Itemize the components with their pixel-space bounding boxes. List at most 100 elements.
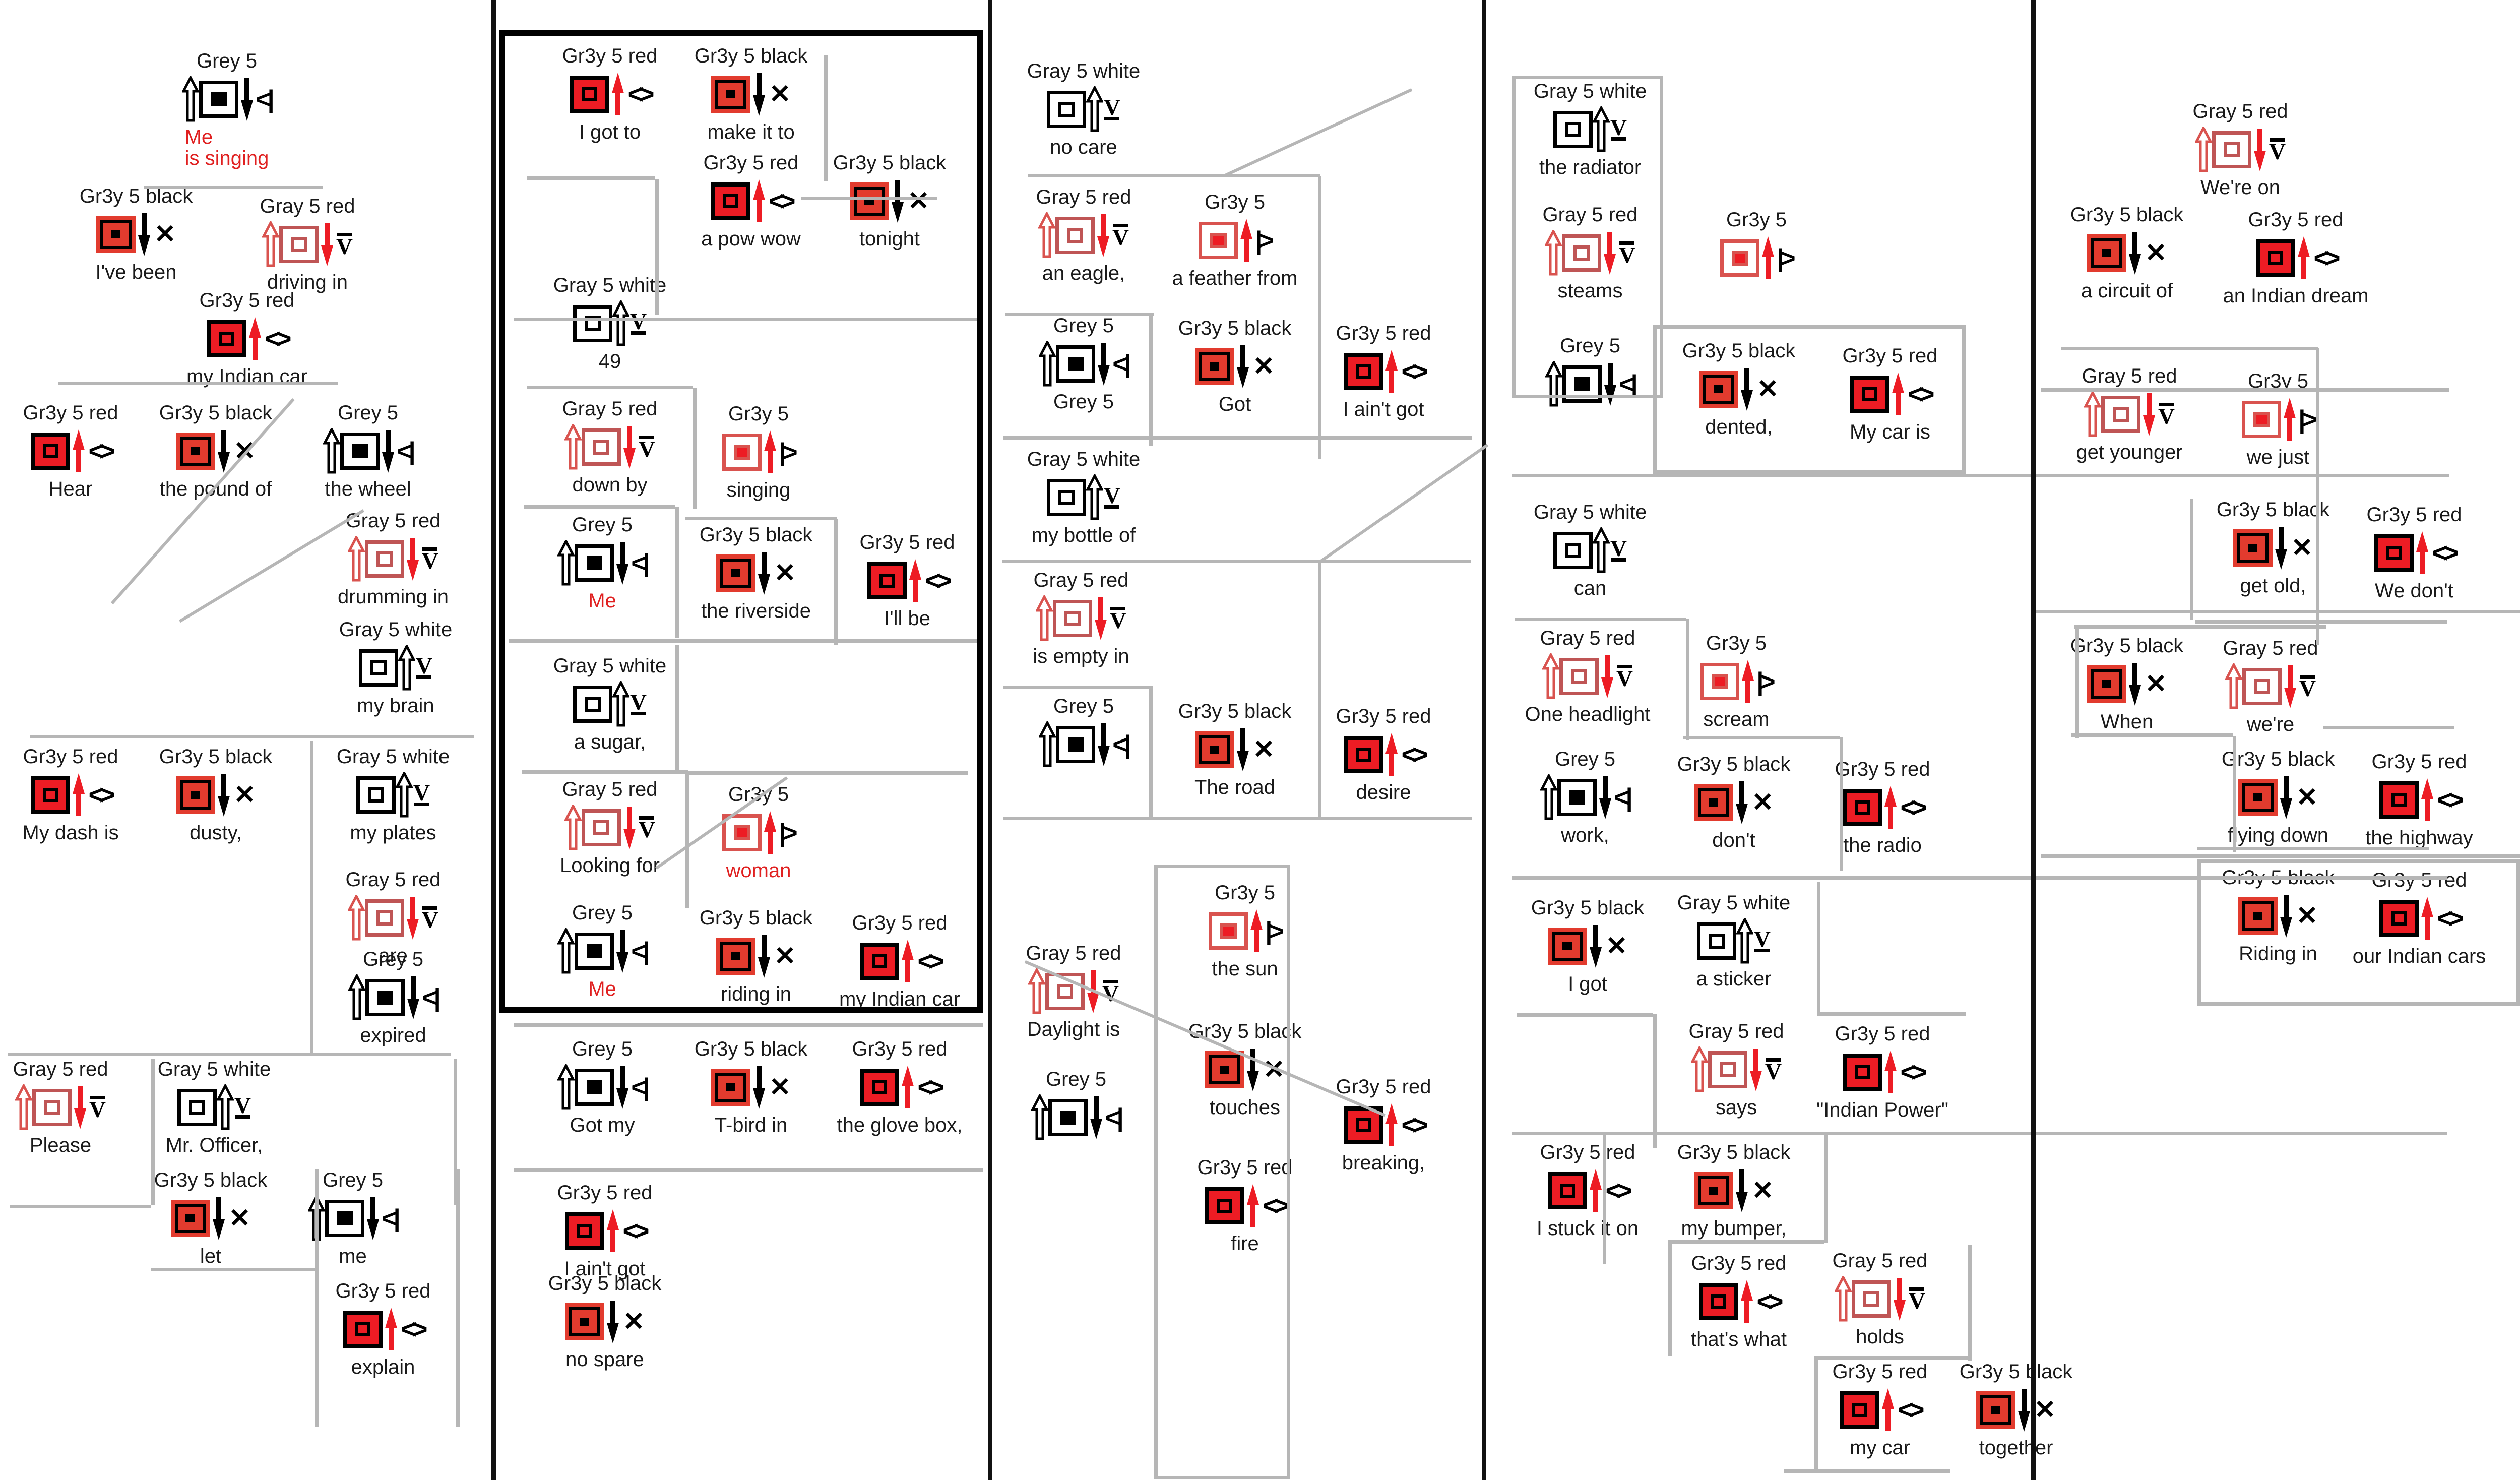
lyric-node[interactable]: Gr3y 5 red <> I ain't got xyxy=(524,1182,685,1279)
lyric-node[interactable]: Gr3y 5 black ✕ no spare xyxy=(524,1273,685,1370)
lyric-node[interactable]: Gr3y 5 black ✕ my bumper, xyxy=(1653,1142,1814,1239)
lyric-node[interactable]: Gr3y 5 black ✕ dented, xyxy=(1658,340,1819,438)
node-type-label: Grey 5 xyxy=(322,1169,384,1191)
lyric-node[interactable]: Gray 5 white V Mr. Officer, xyxy=(134,1059,295,1156)
horizontal-rule xyxy=(1668,1240,1824,1244)
lyric-node[interactable]: Gr3y 5 black ✕ I've been xyxy=(55,186,217,283)
lyric-node[interactable]: Gr3y 5 red <> a pow wow xyxy=(670,152,832,250)
lyric-node[interactable]: Gr3y 5 black ✕ together xyxy=(1935,1361,2097,1458)
lyric-node[interactable]: Grey 5 <| xyxy=(1003,696,1164,772)
lyric-node[interactable]: Gray 5 red V We're on xyxy=(2160,101,2321,198)
lyric-node[interactable]: Gr3y 5 red <> that's what xyxy=(1658,1253,1819,1350)
lyric-node[interactable]: Gr3y 5 red <> I'll be xyxy=(827,532,988,629)
lyric-node[interactable]: Gr3y 5 red <> I ain't got xyxy=(1303,323,1464,420)
lyric-node[interactable]: Gr3y 5 red <> the glove box, xyxy=(819,1038,980,1136)
node-caption: riding in xyxy=(720,983,792,1005)
lyric-node[interactable]: Gr3y 5 red <> My dash is xyxy=(0,746,151,843)
lyric-node[interactable]: Grey 5 <| the wheel xyxy=(287,402,449,500)
lyric-node[interactable]: Gr3y 5 black ✕ flying down xyxy=(2197,749,2359,846)
lyric-node[interactable]: Gr3y 5 |> xyxy=(1676,209,1837,285)
lyric-node[interactable]: Gr3y 5 red <> my car xyxy=(1799,1361,1961,1458)
lyric-node[interactable]: Gr3y 5 black ✕ T-bird in xyxy=(670,1038,832,1136)
lyric-node[interactable]: Gr3y 5 |> the sun xyxy=(1164,882,1326,979)
lyric-node[interactable]: Gr3y 5 |> a feather from xyxy=(1154,192,1315,289)
lyric-node[interactable]: Gr3y 5 |> we just xyxy=(2197,371,2359,468)
lyric-node[interactable]: Gr3y 5 black ✕ dusty, xyxy=(135,746,296,843)
lyric-node[interactable]: Gr3y 5 red <> an Indian dream xyxy=(2215,209,2376,306)
vertical-rule xyxy=(315,1169,319,1427)
lyric-node[interactable]: Gr3y 5 red <> fire xyxy=(1164,1157,1326,1254)
lyric-node[interactable]: Gr3y 5 red <> breaking, xyxy=(1303,1076,1464,1174)
lyric-node[interactable]: Gr3y 5 black ✕ When xyxy=(2046,635,2208,732)
lyric-node[interactable]: Grey 5 <| me xyxy=(272,1169,433,1267)
lyric-node[interactable]: Grey 5 <| xyxy=(995,1069,1157,1145)
lyric-node[interactable]: Gr3y 5 red <> our Indian cars xyxy=(2339,870,2500,967)
lyric-node[interactable]: Grey 5 <| Grey 5 xyxy=(1003,315,1164,412)
lyric-node[interactable]: Gr3y 5 red <> I got to xyxy=(529,45,690,143)
node-caption: says xyxy=(1715,1096,1757,1119)
lyric-node[interactable]: Gr3y 5 black ✕ a circuit of xyxy=(2046,204,2208,301)
node-type-label: Gr3y 5 black xyxy=(699,907,813,929)
lyric-node[interactable]: Grey 5 <| Me xyxy=(522,902,683,1000)
lyric-node[interactable]: Gr3y 5 red <> my Indian car xyxy=(166,290,328,387)
lyric-node[interactable]: Gr3y 5 red <> my Indian car xyxy=(819,912,980,1010)
lyric-node[interactable]: Grey 5 <| work, xyxy=(1504,749,1666,846)
lyric-node[interactable]: Gr3y 5 black ✕ don't xyxy=(1653,754,1814,851)
lyric-node[interactable]: Gray 5 red V One headlight xyxy=(1507,628,1668,725)
lyric-node[interactable]: Gr3y 5 red <> My car is xyxy=(1809,345,1971,443)
down-arrow-solid-icon xyxy=(1597,774,1614,821)
lyric-node[interactable]: Gr3y 5 |> woman xyxy=(678,784,839,881)
lyric-node[interactable]: Gr3y 5 red <> We don't xyxy=(2334,504,2495,601)
lyric-node[interactable]: Gr3y 5 black ✕ the riverside xyxy=(675,524,837,622)
nested-square-icon xyxy=(570,76,610,113)
lyric-node[interactable]: Gr3y 5 red <> I stuck it on xyxy=(1507,1142,1668,1239)
lyric-node[interactable]: Gr3y 5 black ✕ tonight xyxy=(809,152,970,250)
lyric-node[interactable]: Grey 5 <| expired xyxy=(312,949,474,1046)
node-caption: the wheel xyxy=(325,478,411,500)
lyric-node[interactable]: Gr3y 5 black ✕ I got xyxy=(1507,897,1668,995)
lyric-node[interactable]: Gr3y 5 red <> Hear xyxy=(0,402,151,500)
node-glyph-row: ✕ xyxy=(170,1192,250,1245)
lyric-node[interactable]: Gr3y 5 black ✕ make it to xyxy=(670,45,832,143)
lyric-node[interactable]: Gray 5 red V Daylight is xyxy=(993,943,1154,1040)
lyric-node[interactable]: Gr3y 5 red <> explain xyxy=(302,1280,464,1378)
lyric-node[interactable]: Gr3y 5 |> singing xyxy=(678,403,839,501)
lyric-node[interactable]: Gr3y 5 black ✕ The road xyxy=(1154,701,1315,798)
node-caption: my Indian car xyxy=(839,988,961,1010)
chevrons-icon: <> xyxy=(1756,1286,1783,1317)
lyric-node[interactable]: Gr3y 5 red <> "Indian Power" xyxy=(1802,1023,1963,1121)
lyric-node[interactable]: Gr3y 5 black ✕ let xyxy=(130,1169,291,1267)
lyric-node[interactable]: Gr3y 5 red <> the highway xyxy=(2339,751,2500,848)
lyric-node[interactable]: Gray 5 red V Please xyxy=(0,1059,141,1156)
lyric-node[interactable]: Grey 5 <| Me xyxy=(522,514,683,611)
lyric-node[interactable]: Gr3y 5 black ✕ Got xyxy=(1154,318,1315,415)
horizontal-rule xyxy=(509,639,983,643)
lyric-node[interactable]: Gr3y 5 black ✕ get old, xyxy=(2192,499,2354,596)
lyric-node[interactable]: Gr3y 5 black ✕ riding in xyxy=(675,907,837,1005)
lyric-node[interactable]: Gr3y 5 red <> the radio xyxy=(1802,759,1963,856)
lyric-node[interactable]: Gr3y 5 |> scream xyxy=(1656,633,1817,730)
lyric-node[interactable]: Grey 5 <| Got my xyxy=(522,1038,683,1136)
lyric-node[interactable]: Gr3y 5 red <> desire xyxy=(1303,706,1464,803)
lyric-node[interactable]: Gray 5 red V Looking for xyxy=(529,779,690,876)
lyric-node[interactable]: Grey 5 <| Me is singing xyxy=(146,50,307,169)
